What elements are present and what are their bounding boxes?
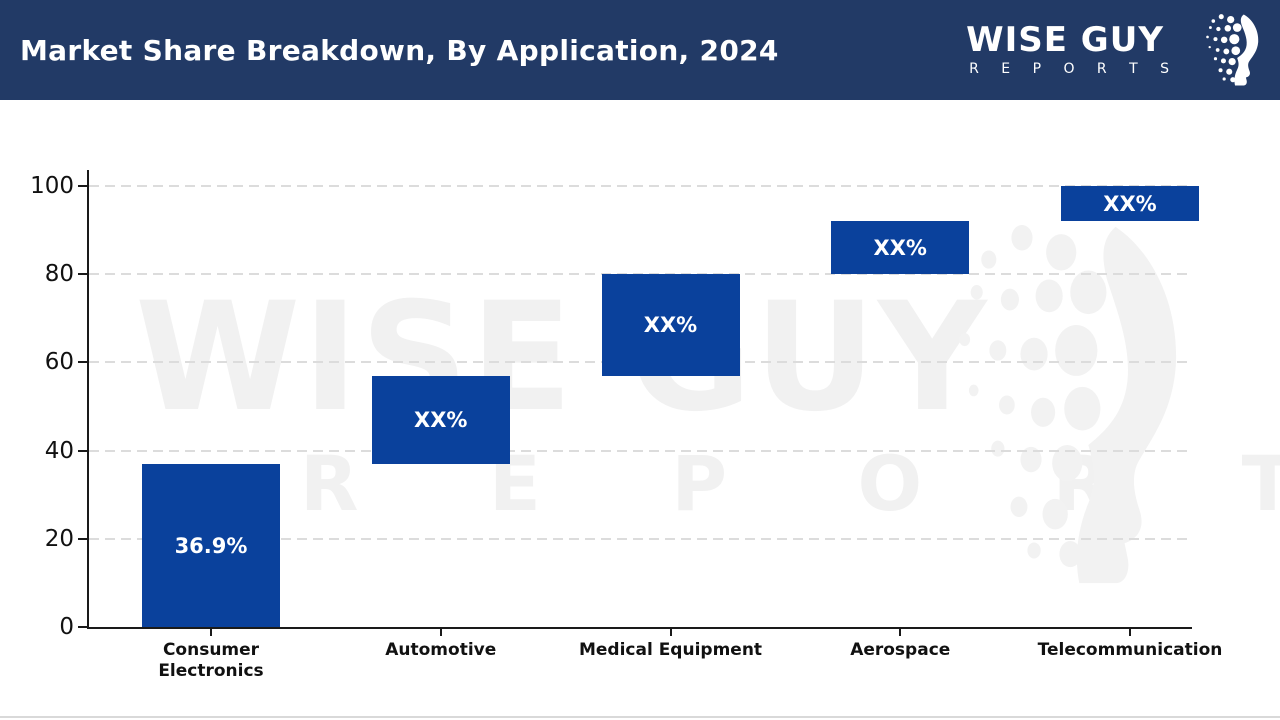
bar-value-label: 36.9% [174, 533, 248, 558]
bar-medical-equipment: XX% [601, 274, 740, 376]
watermark-text-wise-guy: WISE GUY [135, 271, 989, 445]
bottom-border [0, 716, 1280, 718]
bar-consumer-electronics: 36.9% [142, 464, 280, 627]
x-category-label-telecommunication: Telecommunication [1037, 640, 1223, 660]
bar-telecommunication: XX% [1061, 186, 1199, 222]
y-tick-label: 20 [44, 525, 74, 552]
y-tick-label: 80 [44, 261, 74, 288]
brand-logo-text: WISE GUY R E P O R T S [966, 23, 1178, 77]
x-category-label-automotive: Automotive [385, 640, 497, 660]
y-tick-mark [78, 449, 87, 452]
y-tick-label: 100 [30, 173, 74, 199]
bar-value-label: XX% [643, 312, 698, 337]
bar-value-label: XX% [873, 235, 927, 260]
bar-aerospace: XX% [831, 221, 970, 275]
x-tick-mark [439, 629, 442, 636]
x-tick-mark [669, 629, 672, 636]
y-tick-mark [78, 185, 87, 187]
y-tick-label: 0 [59, 614, 74, 640]
plot-area [87, 170, 1192, 629]
x-category-label-consumer-electronics: Consumer Electronics [158, 640, 264, 682]
bar-automotive: XX% [371, 375, 510, 465]
page-title: Market Share Breakdown, By Application, … [20, 33, 779, 67]
x-category-label-medical-equipment: Medical Equipment [578, 640, 763, 660]
x-tick-mark [899, 629, 902, 636]
brand-head-icon [1206, 14, 1259, 86]
brand-logo: WISE GUY R E P O R T S [966, 6, 1264, 94]
y-tick-label: 40 [44, 437, 74, 464]
y-tick-mark [78, 273, 87, 276]
x-tick-mark [1129, 629, 1131, 636]
x-category-label-aerospace: Aerospace [850, 640, 951, 660]
x-tick-mark [210, 629, 212, 636]
header: Market Share Breakdown, By Application, … [0, 0, 1280, 100]
brand-subtitle: R E P O R T S [969, 61, 1178, 77]
y-tick-mark [78, 626, 87, 628]
gridline [89, 449, 1190, 452]
brand-name: WISE GUY [966, 20, 1164, 60]
gridline [89, 185, 1190, 187]
y-tick-label: 60 [44, 349, 74, 376]
gridline [89, 537, 1190, 540]
bar-value-label: XX% [414, 407, 468, 432]
y-tick-mark [78, 361, 87, 364]
bar-value-label: XX% [1103, 191, 1157, 216]
y-tick-mark [78, 537, 87, 540]
